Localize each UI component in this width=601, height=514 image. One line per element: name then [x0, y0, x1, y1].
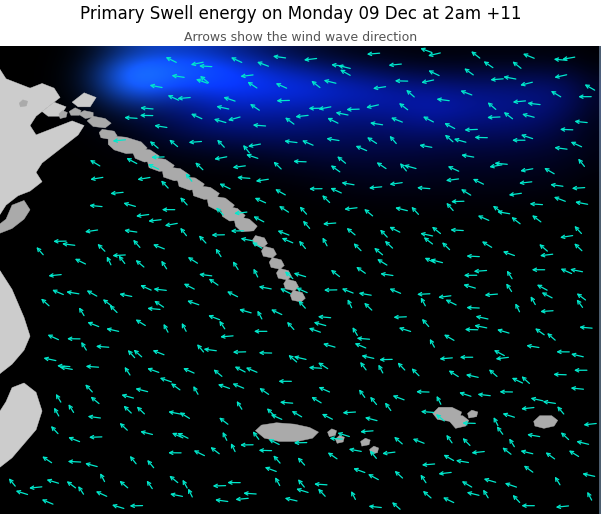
Polygon shape	[42, 102, 66, 116]
Polygon shape	[370, 446, 379, 454]
Polygon shape	[147, 157, 174, 172]
Text: Arrows show the wind wave direction: Arrows show the wind wave direction	[184, 31, 417, 44]
Polygon shape	[59, 111, 67, 119]
Polygon shape	[108, 136, 147, 154]
Polygon shape	[269, 258, 284, 269]
Polygon shape	[87, 116, 111, 128]
Polygon shape	[261, 246, 276, 258]
Polygon shape	[24, 93, 48, 107]
Text: Primary Swell energy on Monday 09 Dec at 2am +11: Primary Swell energy on Monday 09 Dec at…	[80, 5, 521, 23]
Polygon shape	[433, 407, 462, 421]
Polygon shape	[177, 176, 204, 190]
Polygon shape	[234, 216, 257, 232]
Polygon shape	[284, 279, 299, 291]
Polygon shape	[207, 196, 234, 211]
Polygon shape	[19, 100, 28, 107]
Polygon shape	[162, 167, 189, 181]
Polygon shape	[468, 410, 478, 418]
Polygon shape	[78, 111, 93, 119]
Polygon shape	[0, 69, 84, 214]
Polygon shape	[290, 290, 305, 302]
Polygon shape	[255, 423, 319, 442]
Polygon shape	[0, 271, 30, 374]
Polygon shape	[221, 206, 245, 221]
Polygon shape	[99, 130, 117, 140]
Polygon shape	[328, 429, 337, 437]
Polygon shape	[72, 93, 96, 107]
Polygon shape	[361, 438, 370, 446]
Polygon shape	[69, 108, 81, 115]
Polygon shape	[0, 383, 42, 467]
Polygon shape	[534, 416, 558, 428]
Polygon shape	[252, 235, 267, 247]
Polygon shape	[276, 268, 291, 280]
Polygon shape	[192, 186, 219, 199]
Polygon shape	[450, 416, 469, 428]
Polygon shape	[335, 435, 344, 444]
Polygon shape	[132, 148, 159, 162]
Polygon shape	[0, 200, 30, 233]
